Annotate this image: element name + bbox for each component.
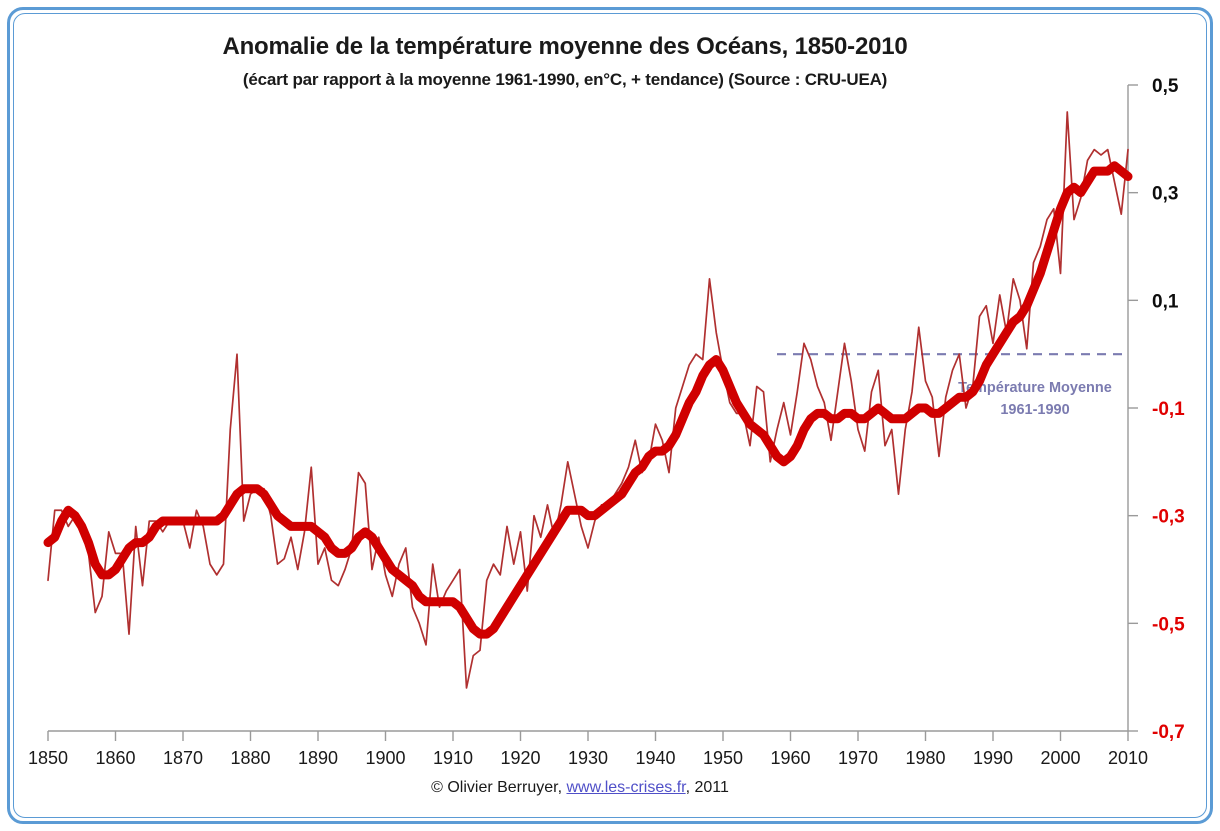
x-tick-label: 2010	[1108, 748, 1148, 768]
x-tick-label: 1870	[163, 748, 203, 768]
credit-author: © Olivier Berruyer,	[431, 779, 567, 796]
chart-title: Anomalie de la température moyenne des O…	[222, 33, 908, 60]
y-tick-label: -0,3	[1152, 507, 1185, 528]
x-tick-label: 1880	[230, 748, 270, 768]
y-tick-label: -0,5	[1152, 614, 1185, 635]
x-tick-label: 1860	[95, 748, 135, 768]
chart-subtitle: (écart par rapport à la moyenne 1961-199…	[242, 70, 888, 89]
y-tick-label: -0,1	[1152, 399, 1185, 420]
y-tick-label: 0,5	[1152, 76, 1179, 97]
x-tick-label: 1910	[433, 748, 473, 768]
x-tick-label: 1890	[298, 748, 338, 768]
figure-border-inner	[13, 13, 1207, 818]
y-tick-label: 0,1	[1152, 291, 1179, 312]
x-tick-label: 2000	[1040, 748, 1080, 768]
x-tick-label: 1970	[838, 748, 878, 768]
x-tick-label: 1930	[568, 748, 608, 768]
credit-link[interactable]: www.les-crises.fr	[566, 779, 686, 796]
reference-line-label-2: 1961-1990	[1000, 402, 1069, 418]
x-tick-label: 1950	[703, 748, 743, 768]
reference-line-label-1: Température Moyenne	[958, 380, 1112, 396]
x-tick-label: 1900	[365, 748, 405, 768]
credit-year: , 2011	[685, 779, 729, 796]
x-tick-label: 1850	[28, 748, 68, 768]
trend-line-series	[43, 161, 1133, 639]
x-tick-label: 1960	[770, 748, 810, 768]
y-tick-label: 0,3	[1152, 184, 1178, 205]
x-tick-label: 1920	[500, 748, 540, 768]
y-tick-label: -0,7	[1152, 722, 1185, 743]
chart-credit: © Olivier Berruyer, www.les-crises.fr, 2…	[0, 779, 1160, 797]
x-tick-label: 1990	[973, 748, 1013, 768]
annual-line-series	[47, 111, 1129, 689]
x-tick-label: 1980	[905, 748, 945, 768]
figure-border-outer	[7, 7, 1213, 824]
x-tick-label: 1940	[635, 748, 675, 768]
